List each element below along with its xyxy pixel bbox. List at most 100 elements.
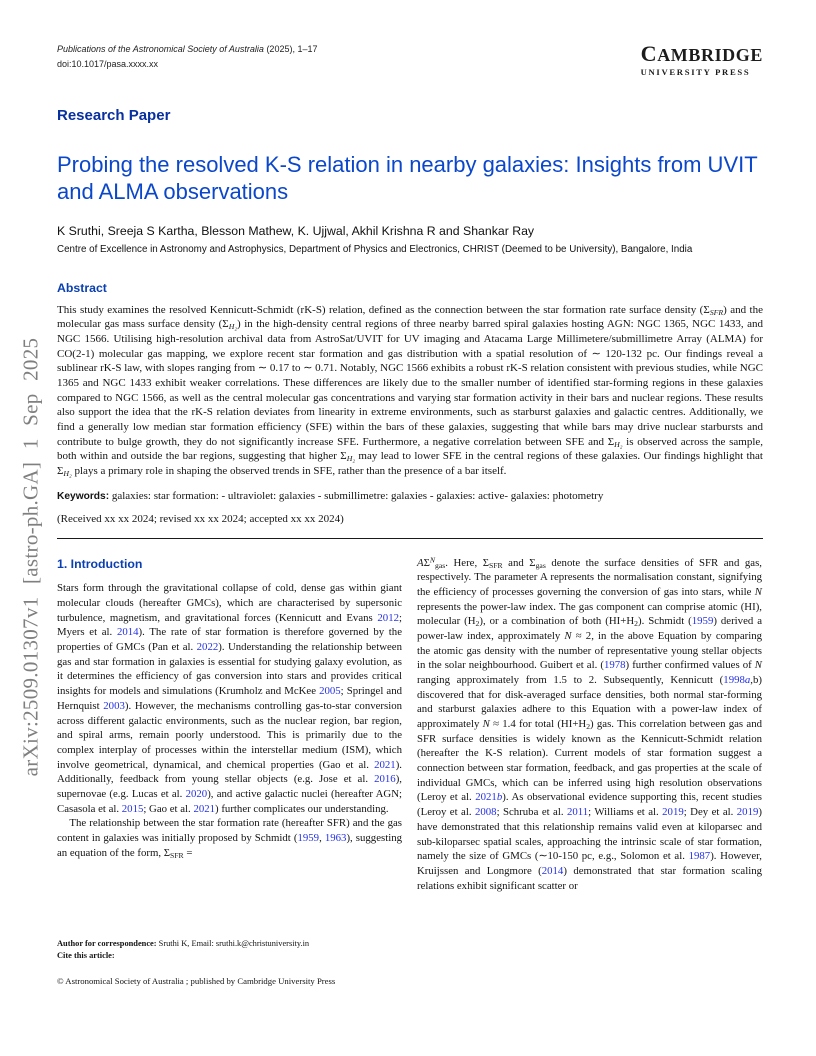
citation-link[interactable]: 1963 [324, 831, 347, 844]
citation-link[interactable]: 2015 [121, 802, 144, 815]
citation-link[interactable]: 1959 [297, 831, 320, 844]
citation-link[interactable]: 1987 [688, 850, 711, 863]
text-segment: ) gas. This correlation between gas and … [417, 718, 762, 804]
text-segment: ,b) discovered that for disk-averaged su… [417, 674, 762, 731]
citation-link[interactable]: 2019 [736, 806, 759, 819]
citation-link[interactable]: 2012 [377, 611, 399, 624]
text-segment: represents the power-law index. The gas … [417, 600, 762, 628]
intro-paragraph-2: The relationship between the star format… [57, 816, 402, 860]
citation-link[interactable]: b [496, 791, 503, 804]
text-segment: ), suggesting an equation of the form, Σ [57, 831, 402, 859]
text-segment: A [417, 556, 424, 569]
citation-link[interactable]: 2003 [103, 699, 125, 712]
text-segment: ). However, the mechanisms controlling g… [57, 699, 403, 771]
journal-line: Publications of the Astronomical Society… [57, 42, 317, 57]
text-segment: ; Williams et al. [588, 806, 663, 819]
keywords-text: galaxies: star formation: - ultraviolet:… [109, 489, 604, 502]
arxiv-watermark: arXiv:2509.01307v1 [astro-ph.GA] 1 Sep 2… [18, 337, 43, 777]
received-line: (Received xx xx 2024; revised xx xx 2024… [57, 512, 344, 525]
text-segment: gas [535, 560, 546, 570]
text-segment: 2 [586, 722, 591, 732]
article-type-label: Research Paper [57, 107, 171, 125]
text-segment: ) derived a power-law index, approximate… [417, 615, 762, 643]
text-segment: , [319, 831, 325, 844]
text-segment: ; Myers et al. [57, 611, 402, 639]
text-segment: N [564, 630, 572, 643]
text-segment: H₂ [228, 322, 238, 332]
text-segment: ) further confirmed values of [625, 659, 755, 672]
citation-link[interactable]: 2005 [319, 685, 341, 698]
text-segment: SFR [709, 307, 724, 317]
text-segment: SFR [489, 560, 503, 570]
text-segment: N [482, 718, 490, 731]
text-segment: 2 [634, 619, 638, 629]
copyright-line: © Astronomical Society of Australia ; pu… [57, 976, 336, 987]
publisher-name: CAMBRIDGE [640, 41, 763, 66]
text-segment: ≈ 1.4 for total (HI+H [489, 718, 587, 731]
page-content: Publications of the Astronomical Society… [57, 0, 763, 988]
text-segment: ). As observational evidence supporting … [417, 791, 762, 819]
text-segment: = [183, 846, 193, 859]
separator-rule [57, 537, 763, 539]
citation-link[interactable]: 2008 [474, 806, 497, 819]
text-segment: ; Schruba et al. [496, 806, 567, 819]
journal-title: Publications of the Astronomical Society… [57, 44, 264, 54]
citation-link[interactable]: 2022 [196, 641, 219, 654]
footnote-block: Author for correspondence: Sruthi K, Ema… [57, 938, 402, 988]
text-segment: ), or a combination of both (HI+H [479, 615, 635, 628]
citation-link[interactable]: 2021 [475, 791, 497, 804]
text-segment: N [429, 555, 436, 565]
citation-link[interactable]: 1959 [691, 615, 714, 628]
citation-link[interactable]: 1998 [723, 674, 745, 687]
text-segment: gas [435, 560, 446, 570]
keywords-label: Keywords: [57, 490, 110, 502]
citation-link[interactable]: 2021 [193, 802, 216, 815]
paper-title: Probing the resolved K-S relation in nea… [57, 152, 758, 205]
text-segment: H₂ [63, 469, 72, 478]
text-segment: denote the surface densities of SFR and … [417, 556, 762, 599]
text-segment: This study examines the resolved Kennicu… [57, 303, 710, 316]
text-segment: ). Understanding the relationship betwee… [57, 641, 402, 698]
citation-link[interactable]: 2021 [374, 758, 396, 771]
text-segment: H₂ [346, 454, 356, 464]
text-segment: ≈ 2, in the above Equation by comparing … [417, 630, 762, 672]
text-segment: N [754, 659, 762, 672]
text-segment: N [754, 586, 762, 599]
publisher-subname: UNIVERSITY PRESS [640, 67, 751, 78]
text-segment: ; Dey et al. [683, 806, 737, 819]
citation-link[interactable]: 2011 [566, 806, 589, 819]
cambridge-university-press-logo: CAMBRIDGE UNIVERSITY PRESS [641, 43, 763, 77]
text-segment: may lead to lower SFE in the central reg… [57, 450, 763, 478]
text-segment: ) further complicates our understanding. [215, 802, 389, 815]
cite-note-label: Cite this article: [57, 950, 115, 960]
text-segment: ; Springel and Hernquist [57, 685, 402, 712]
citation-link[interactable]: 2016 [374, 773, 396, 786]
citation-link[interactable]: a [744, 674, 751, 687]
keywords-line: Keywords: galaxies: star formation: - ul… [57, 490, 763, 502]
right-column: AΣNgas. Here, ΣSFR and Σgas denote the s… [417, 556, 762, 988]
text-segment: ) in the high-density central regions of… [57, 318, 763, 448]
text-segment: ) have demonstrated that this relationsh… [417, 806, 762, 863]
citation-link[interactable]: 1978 [603, 659, 626, 672]
text-segment: Stars form through the gravitational col… [57, 582, 402, 624]
left-column: 1. Introduction Stars form through the g… [57, 556, 402, 988]
correspondence-text[interactable]: Sruthi K, Email: sruthi.k@christuniversi… [156, 938, 310, 948]
affiliation-line: Centre of Excellence in Astronomy and As… [57, 243, 693, 255]
text-segment: ). The rate of star formation is therefo… [57, 626, 402, 654]
text-segment: ; Gao et al. [143, 802, 194, 815]
citation-link[interactable]: 2014 [116, 626, 139, 639]
journal-issue-pages: (2025), 1–17 [263, 44, 318, 54]
text-segment: ) demonstrated that star formation scali… [417, 864, 762, 892]
correspondence-label: Author for correspondence: [57, 938, 157, 948]
text-segment: ) and the molecular gas mass surface den… [57, 303, 763, 331]
citation-link[interactable]: 2019 [662, 806, 684, 819]
doi-line[interactable]: doi:10.1017/pasa.xxxx.xx [57, 58, 159, 69]
journal-meta: Publications of the Astronomical Society… [57, 42, 317, 72]
abstract-heading: Abstract [57, 280, 107, 295]
text-segment: ). Schmidt ( [637, 615, 692, 628]
text-segment: ). Additionally, feedback from young ste… [57, 758, 402, 786]
text-segment: and Σ [502, 556, 536, 569]
citation-link[interactable]: 2014 [541, 864, 564, 877]
abstract-text: This study examines the resolved Kennicu… [57, 303, 763, 479]
citation-link[interactable]: 2020 [185, 787, 208, 800]
